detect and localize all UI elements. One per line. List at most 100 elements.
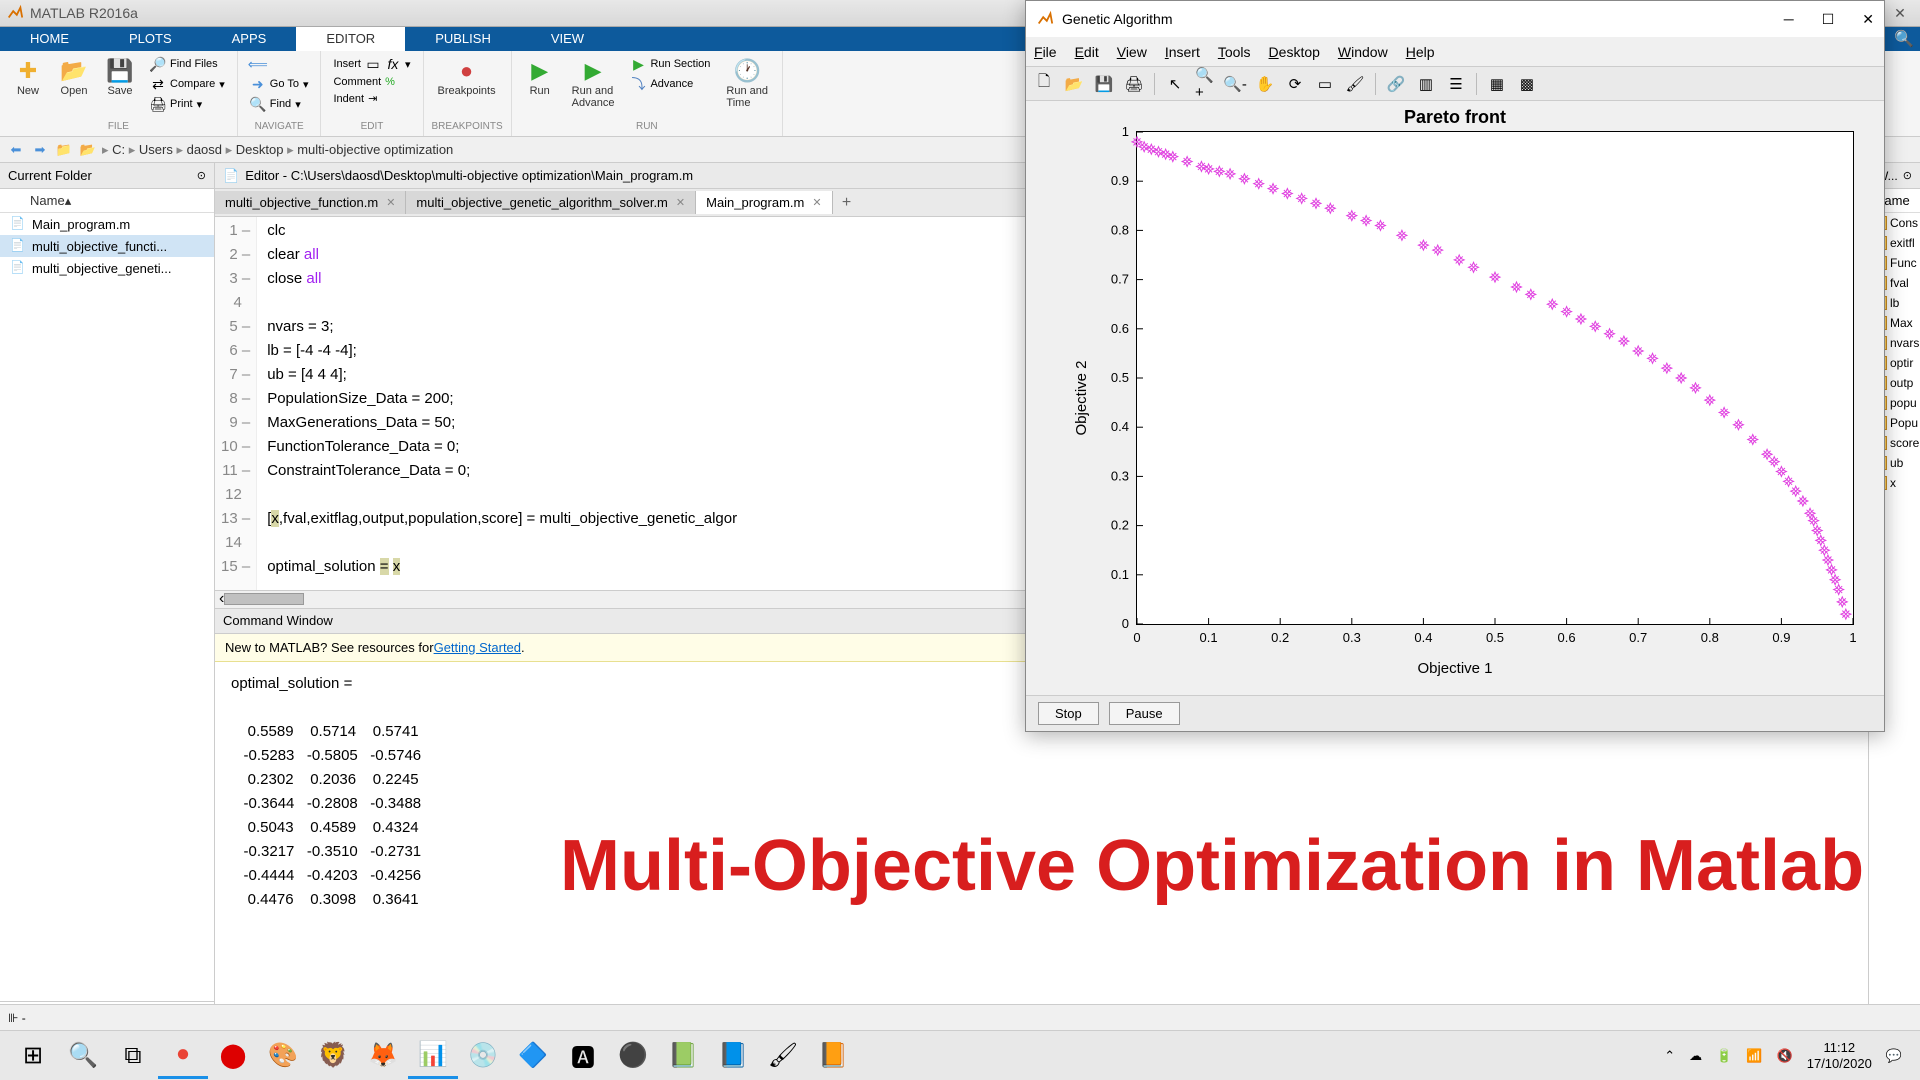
ribbon-tab-view[interactable]: VIEW	[521, 27, 614, 51]
getting-started-link[interactable]: Getting Started	[434, 640, 521, 655]
fig-menu-window[interactable]: Window	[1338, 44, 1388, 60]
compare-button[interactable]: ⇄Compare ▾	[146, 75, 229, 93]
tab-close-icon[interactable]: ✕	[386, 196, 395, 209]
tray-clock[interactable]: 11:12 17/10/2020	[1807, 1040, 1872, 1072]
ribbon-tab-editor[interactable]: EDITOR	[296, 27, 405, 51]
ribbon-tab-home[interactable]: HOME	[0, 27, 99, 51]
fig-open-icon[interactable]: 📂	[1064, 74, 1084, 94]
ribbon-tab-plots[interactable]: PLOTS	[99, 27, 202, 51]
obs-taskbar-icon[interactable]: ⚫	[608, 1033, 658, 1079]
advance-button[interactable]: ⤵Advance	[626, 75, 714, 93]
fig-menu-edit[interactable]: Edit	[1075, 44, 1099, 60]
editor-tab[interactable]: multi_objective_genetic_algorithm_solver…	[406, 191, 696, 214]
fig-new-icon[interactable]: 🗋	[1034, 74, 1054, 94]
ws-menu-button[interactable]: ⊙	[1903, 169, 1912, 182]
file-item[interactable]: 📄multi_objective_functi...	[0, 235, 214, 257]
stop-button[interactable]: Stop	[1038, 702, 1099, 725]
addr-fwd-button[interactable]: ➡	[30, 140, 50, 160]
fig-menu-view[interactable]: View	[1117, 44, 1147, 60]
ribbon-search-button[interactable]: 🔍	[1888, 27, 1920, 51]
tray-chevron-icon[interactable]: ⌃	[1664, 1048, 1675, 1064]
breakpoints-button[interactable]: ●Breakpoints	[432, 55, 502, 121]
print-button[interactable]: 🖨Print ▾	[146, 95, 229, 113]
name-column-header[interactable]: Name ▴	[0, 189, 214, 213]
run-section-button[interactable]: ▶Run Section	[626, 55, 714, 73]
fig-menu-tools[interactable]: Tools	[1218, 44, 1251, 60]
file-item[interactable]: 📄multi_objective_geneti...	[0, 257, 214, 279]
firefox-taskbar-icon[interactable]: 🦊	[358, 1033, 408, 1079]
fig-link-icon[interactable]: 🔗	[1386, 74, 1406, 94]
fig-menu-file[interactable]: File	[1034, 44, 1057, 60]
paint-taskbar-icon[interactable]: 🖌	[758, 1033, 808, 1079]
fig-show-icon[interactable]: ▩	[1517, 74, 1537, 94]
addr-up-button[interactable]: 📁	[54, 140, 74, 160]
editor-tab[interactable]: Main_program.m✕	[696, 191, 832, 214]
addr-back-button[interactable]: ⬅	[6, 140, 26, 160]
nav-back-button[interactable]: ⟸	[246, 55, 313, 73]
breadcrumb-item[interactable]: Desktop	[236, 142, 284, 157]
fig-hide-icon[interactable]: ▦	[1487, 74, 1507, 94]
tray-notifications-icon[interactable]: 💬	[1886, 1048, 1902, 1064]
run-advance-button[interactable]: ▶Run and Advance	[566, 55, 621, 121]
breadcrumb-item[interactable]: daosd	[187, 142, 222, 157]
save-button[interactable]: 💾Save	[100, 55, 140, 121]
tray-wifi-icon[interactable]: 📶	[1746, 1048, 1762, 1064]
fig-pointer-icon[interactable]: ↖	[1165, 74, 1185, 94]
tray-volume-icon[interactable]: 🔇	[1777, 1048, 1793, 1064]
run-button[interactable]: ▶Run	[520, 55, 560, 121]
tray-battery-icon[interactable]: 🔋	[1716, 1048, 1732, 1064]
fig-datacursor-icon[interactable]: ▭	[1315, 74, 1335, 94]
fig-minimize-button[interactable]: ─	[1784, 11, 1794, 28]
fig-brush-icon[interactable]: 🖌	[1345, 74, 1365, 94]
fig-menu-insert[interactable]: Insert	[1165, 44, 1200, 60]
breadcrumb-item[interactable]: Users	[139, 142, 173, 157]
fig-colorbar-icon[interactable]: ▥	[1416, 74, 1436, 94]
search-button[interactable]: 🔍	[58, 1033, 108, 1079]
tray-onedrive-icon[interactable]: ☁	[1689, 1048, 1702, 1064]
brave-taskbar-icon[interactable]: 🦁	[308, 1033, 358, 1079]
run-time-button[interactable]: 🕐Run and Time	[720, 55, 774, 121]
pause-button[interactable]: Pause	[1109, 702, 1180, 725]
goto-button[interactable]: ➜Go To ▾	[246, 75, 313, 93]
excel-taskbar-icon[interactable]: 📗	[658, 1033, 708, 1079]
file-item[interactable]: 📄Main_program.m	[0, 213, 214, 235]
powerpoint-taskbar-icon[interactable]: 📙	[808, 1033, 858, 1079]
matlab-taskbar-icon[interactable]: 📊	[408, 1033, 458, 1079]
comment-button[interactable]: Comment %	[329, 75, 414, 89]
record-taskbar-icon[interactable]: ⬤	[208, 1033, 258, 1079]
fig-rotate-icon[interactable]: ⟳	[1285, 74, 1305, 94]
close-button[interactable]: ✕	[1880, 0, 1920, 27]
word-taskbar-icon[interactable]: 📘	[708, 1033, 758, 1079]
app3-taskbar-icon[interactable]: 🔷	[508, 1033, 558, 1079]
insert-button[interactable]: Insert ▭ fx ▾	[329, 55, 414, 73]
breadcrumb-item[interactable]: C:	[112, 142, 125, 157]
chrome-taskbar-icon[interactable]: ●	[158, 1033, 208, 1079]
fig-save-icon[interactable]: 💾	[1094, 74, 1114, 94]
open-button[interactable]: 📂Open	[54, 55, 94, 121]
ribbon-tab-publish[interactable]: PUBLISH	[405, 27, 521, 51]
fig-print-icon[interactable]: 🖨	[1124, 74, 1144, 94]
ribbon-tab-apps[interactable]: APPS	[202, 27, 297, 51]
new-button[interactable]: ✚New	[8, 55, 48, 121]
app2-taskbar-icon[interactable]: 💿	[458, 1033, 508, 1079]
fig-close-button[interactable]: ✕	[1862, 11, 1874, 28]
find-button[interactable]: 🔍Find ▾	[246, 95, 313, 113]
find-files-button[interactable]: 🔎Find Files	[146, 55, 229, 73]
tab-close-icon[interactable]: ✕	[676, 196, 685, 209]
app1-taskbar-icon[interactable]: 🎨	[258, 1033, 308, 1079]
fig-menu-desktop[interactable]: Desktop	[1269, 44, 1320, 60]
fig-zoomout-icon[interactable]: 🔍-	[1225, 74, 1245, 94]
fig-maximize-button[interactable]: ☐	[1822, 11, 1835, 28]
fig-zoomin-icon[interactable]: 🔍+	[1195, 74, 1215, 94]
fig-menu-help[interactable]: Help	[1406, 44, 1435, 60]
fig-pan-icon[interactable]: ✋	[1255, 74, 1275, 94]
taskview-button[interactable]: ⧉	[108, 1033, 158, 1079]
editor-tab[interactable]: multi_objective_function.m✕	[215, 191, 406, 214]
indent-button[interactable]: Indent ⇥	[329, 91, 414, 106]
start-button[interactable]: ⊞	[8, 1033, 58, 1079]
panel-menu-button[interactable]: ⊙	[197, 169, 206, 182]
app4-taskbar-icon[interactable]: 🅰	[558, 1033, 608, 1079]
addr-browse-button[interactable]: 📂	[78, 140, 98, 160]
fig-legend-icon[interactable]: ☰	[1446, 74, 1466, 94]
breadcrumb-item[interactable]: multi-objective optimization	[297, 142, 453, 157]
